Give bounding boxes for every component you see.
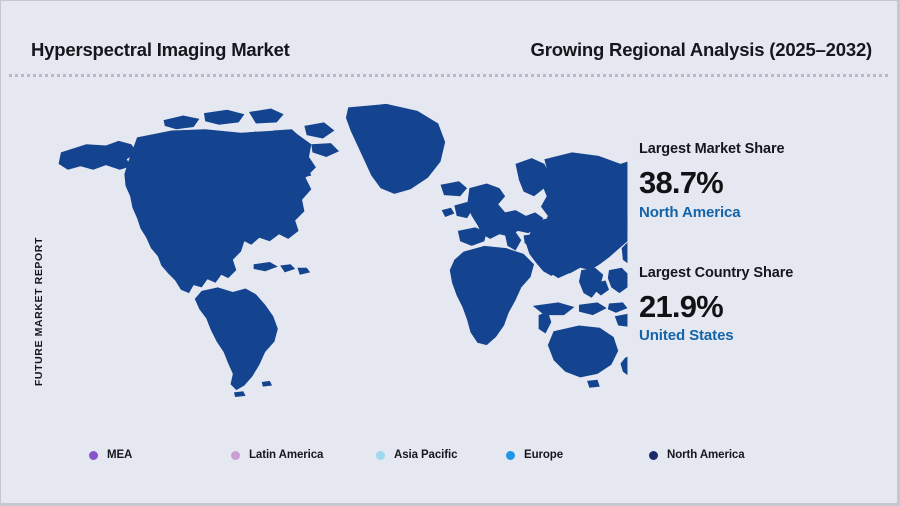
legend-swatch-europe — [506, 450, 515, 460]
legend-item-asia-pacific: Asia Pacific — [376, 449, 457, 461]
legend-label: MEA — [107, 449, 133, 461]
header-subtitle: Growing Regional Analysis (2025–2032) — [530, 39, 873, 60]
legend-swatch-mea — [89, 450, 98, 460]
legend-swatch-latin-america — [231, 450, 240, 460]
legend-item-latin-america: Latin America — [231, 449, 323, 461]
stat-value: 38.7% — [639, 165, 724, 200]
header: Hyperspectral Imaging Market Growing Reg… — [1, 1, 897, 77]
legend-item-europe: Europe — [506, 449, 563, 461]
legend-label: Asia Pacific — [394, 449, 458, 461]
world-map-landmasses — [58, 103, 628, 397]
world-map-oceania — [532, 280, 628, 388]
stat-label: Largest Country Share — [639, 264, 794, 281]
legend-item-north-america: North America — [649, 449, 745, 461]
legend-swatch-asia-pacific — [376, 450, 385, 460]
legend-swatch-north-america — [649, 450, 658, 460]
stat-largest-market-share: Largest Market Share 38.7% North America — [639, 141, 889, 221]
stat-sublabel: United States — [639, 327, 734, 345]
world-map-svg — [58, 103, 628, 397]
stat-sublabel: North America — [639, 203, 741, 221]
legend-label: Europe — [524, 449, 564, 461]
brand-vertical-label: FUTURE MARKET REPORT — [33, 237, 45, 387]
stat-value: 21.9% — [639, 288, 724, 324]
stats-panel: Largest Market Share 38.7% North America… — [639, 141, 889, 344]
legend-item-mea: MEA — [89, 449, 132, 461]
world-map — [49, 97, 629, 397]
header-divider — [9, 74, 889, 77]
page-title: Hyperspectral Imaging Market — [31, 39, 290, 60]
legend-label: Latin America — [249, 449, 324, 461]
legend-label: North America — [667, 449, 745, 461]
stat-label: Largest Market Share — [639, 141, 785, 157]
legend: MEA Latin America Asia Pacific Europe No… — [89, 449, 789, 469]
stat-largest-country-share: Largest Country Share 21.9% United State… — [639, 265, 889, 345]
